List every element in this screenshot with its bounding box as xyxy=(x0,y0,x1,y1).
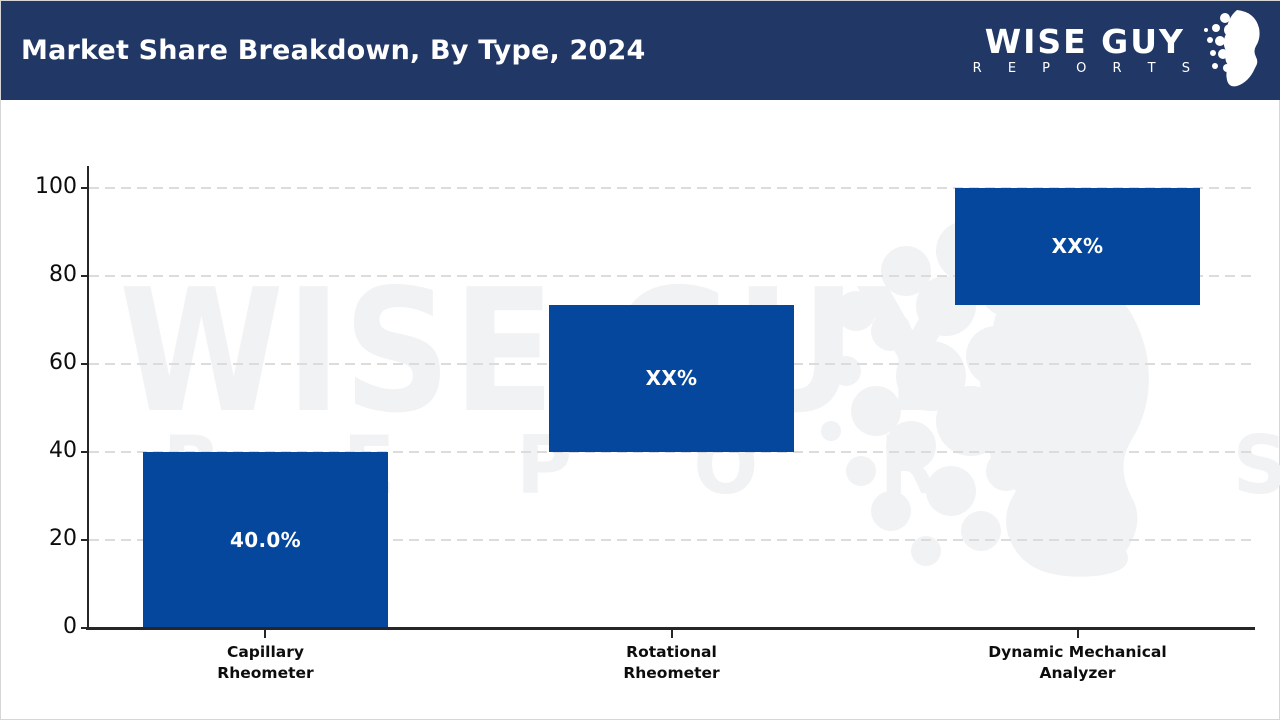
y-tick-80 xyxy=(81,275,89,277)
x-category-label-1: Capillary Rheometer xyxy=(217,643,314,682)
header-bar: Market Share Breakdown, By Type, 2024 WI… xyxy=(1,1,1280,100)
gridline-40 xyxy=(89,451,1254,453)
plot-area: 40.0% XX% XX% xyxy=(89,187,1254,628)
y-tick-label-100: 100 xyxy=(35,174,77,199)
bar-segment-1: 40.0% xyxy=(143,452,388,628)
y-tick-label-20: 20 xyxy=(49,526,77,551)
watermark-brand-text: WISE GUY xyxy=(119,253,969,451)
brand-logo: WISE GUY R E P O R T S xyxy=(969,6,1267,96)
y-tick-label-60: 60 xyxy=(49,350,77,375)
x-tick-2 xyxy=(670,630,673,638)
brand-name: WISE GUY xyxy=(984,21,1185,61)
bar-segment-2: XX% xyxy=(549,304,794,452)
y-tick-60 xyxy=(81,363,89,365)
y-tick-20 xyxy=(81,539,89,541)
brand-face-dots-icon xyxy=(1203,6,1267,96)
y-axis-line xyxy=(87,166,89,630)
bar-value-label-1: 40.0% xyxy=(230,528,301,552)
y-tick-0 xyxy=(81,627,89,629)
x-category-label-3: Dynamic Mechanical Analyzer xyxy=(988,643,1167,682)
bar-segment-3: XX% xyxy=(955,188,1200,305)
x-tick-1 xyxy=(264,630,267,638)
gridline-20 xyxy=(89,539,1254,541)
y-tick-label-40: 40 xyxy=(49,438,77,463)
y-tick-label-80: 80 xyxy=(49,262,77,287)
y-tick-label-0: 0 xyxy=(63,614,77,639)
x-tick-3 xyxy=(1076,630,1079,638)
chart-area: 40.0% XX% XX% 0 20 40 60 80 100 Capillary Rheome… xyxy=(1,100,1280,721)
x-category-label-2: Rotational Rheometer xyxy=(623,643,720,682)
gridline-100 xyxy=(89,187,1254,189)
y-tick-100 xyxy=(81,187,89,189)
page-title: Market Share Breakdown, By Type, 2024 xyxy=(21,35,646,66)
x-axis-line xyxy=(86,627,1255,630)
bar-value-label-3: XX% xyxy=(1051,234,1104,259)
gridline-80 xyxy=(89,275,1254,277)
y-tick-40 xyxy=(81,451,89,453)
bar-value-label-2: XX% xyxy=(645,366,698,391)
brand-subtitle: R E P O R T S xyxy=(972,60,1201,76)
brand-logo-text: WISE GUY R E P O R T S xyxy=(969,21,1201,77)
